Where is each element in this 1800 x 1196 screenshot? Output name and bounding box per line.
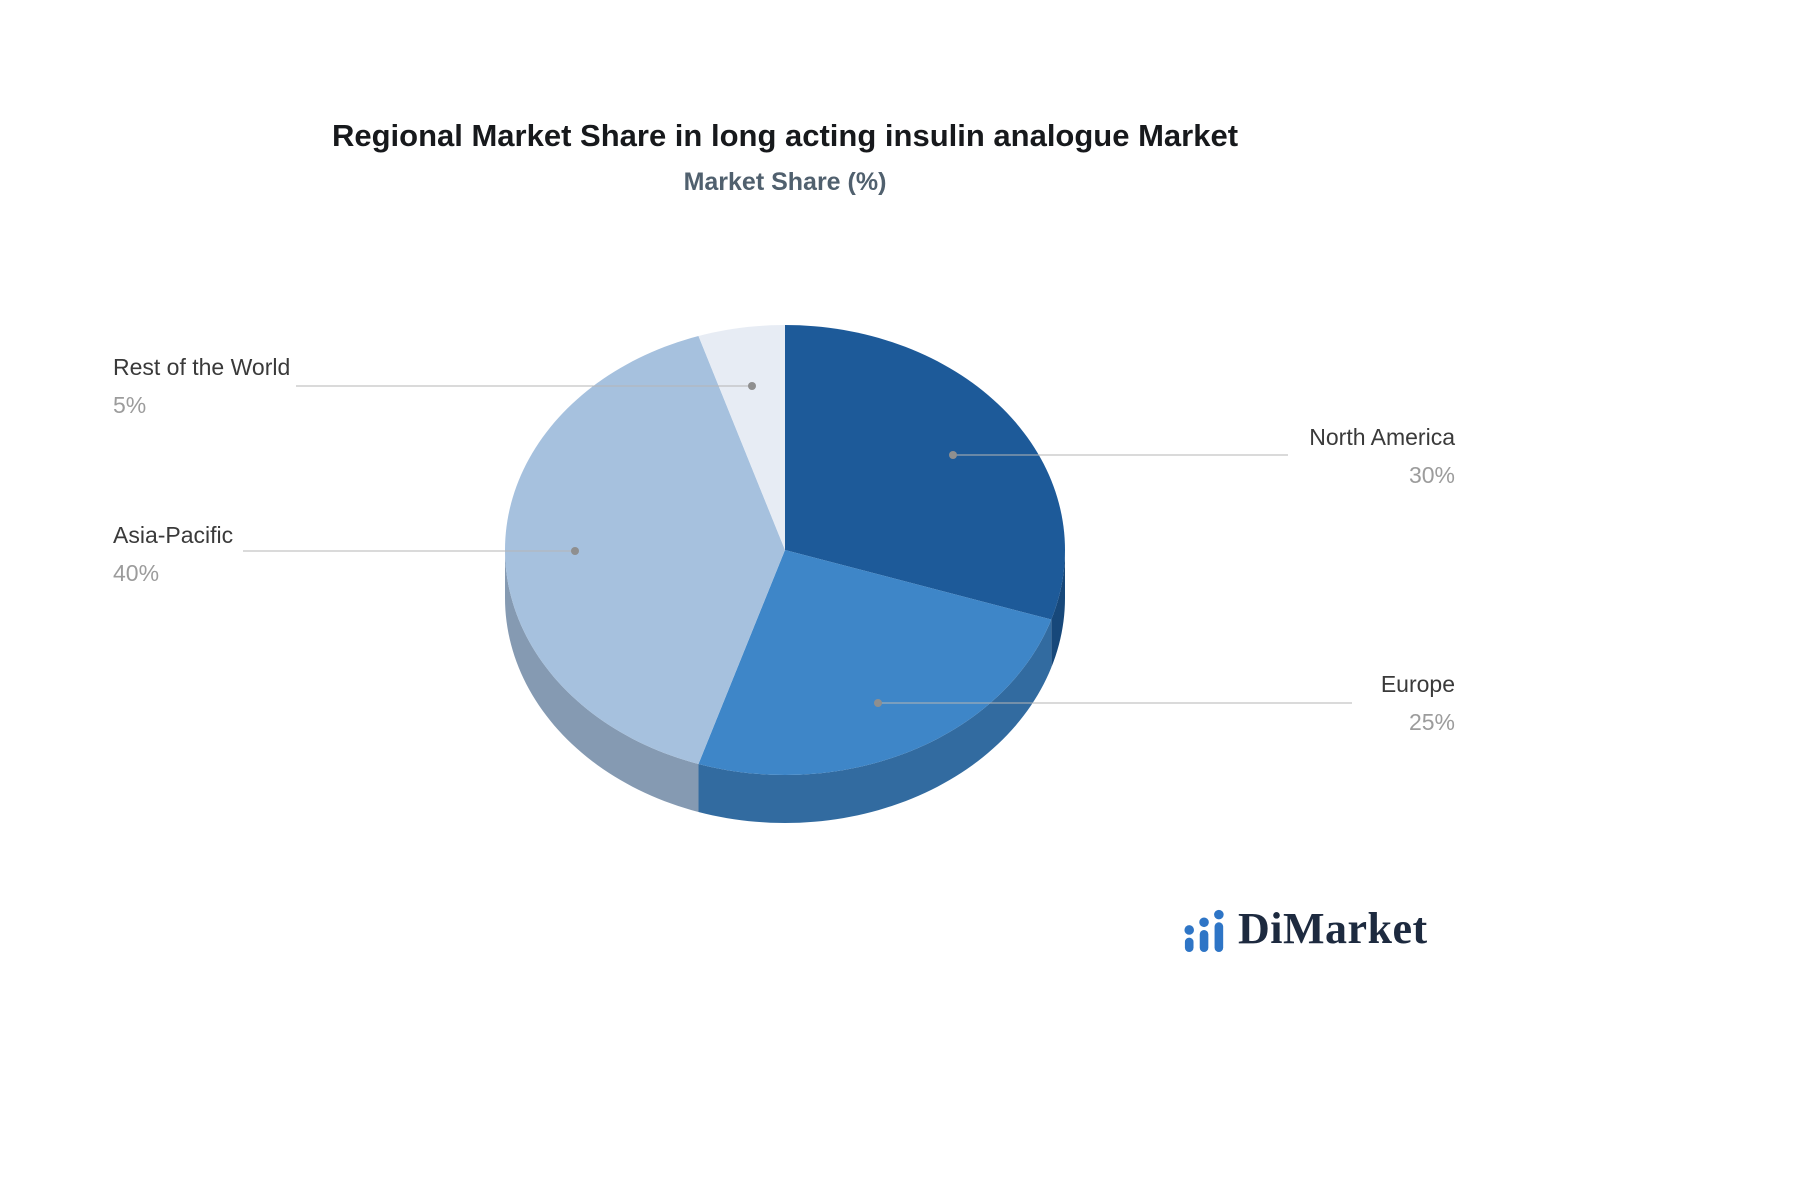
pie-slice-side-asia-pacific — [505, 550, 699, 812]
pie-slice-asia-pacific — [505, 336, 785, 764]
callout-label-rest-of-the-world: Rest of the World — [113, 354, 291, 380]
brand-name: DiMarket — [1238, 904, 1428, 953]
callout-europe: Europe 25% — [1381, 671, 1455, 735]
callout-label-europe: Europe — [1380, 671, 1455, 697]
dimarket-logo-icon — [1184, 909, 1224, 952]
callout-label-asia-pacific: Asia-Pacific — [113, 522, 234, 548]
pie-slice-side-europe — [698, 619, 1052, 823]
callout-label-north-america: North America — [1309, 424, 1455, 450]
leader-dot-europe — [874, 699, 882, 707]
callout-asia-pacific: Asia-Pacific 40% — [113, 522, 233, 586]
pie-slice-north-america — [785, 325, 1065, 620]
brand-logo: DiMarket — [1183, 903, 1428, 954]
leader-dot-rest-of-the-world — [748, 382, 756, 390]
pie-slice-europe — [698, 550, 1052, 775]
leader-dot-north-america — [949, 451, 957, 459]
callout-value-europe: 25% — [1408, 709, 1455, 735]
callout-rest-of-the-world: Rest of the World 5% — [113, 354, 290, 418]
leader-dot-asia-pacific — [571, 547, 579, 555]
pie-slice-rest-of-the-world — [698, 325, 785, 550]
chart-subtitle: Market Share (%) — [683, 168, 887, 196]
callout-value-asia-pacific: 40% — [113, 560, 160, 586]
chart-title: Regional Market Share in long acting ins… — [331, 118, 1239, 153]
pie-slice-side-north-america — [1051, 550, 1065, 668]
callout-value-north-america: 30% — [1408, 462, 1455, 488]
callout-north-america: North America 30% — [1309, 424, 1455, 488]
callout-value-rest-of-the-world: 5% — [113, 392, 147, 418]
